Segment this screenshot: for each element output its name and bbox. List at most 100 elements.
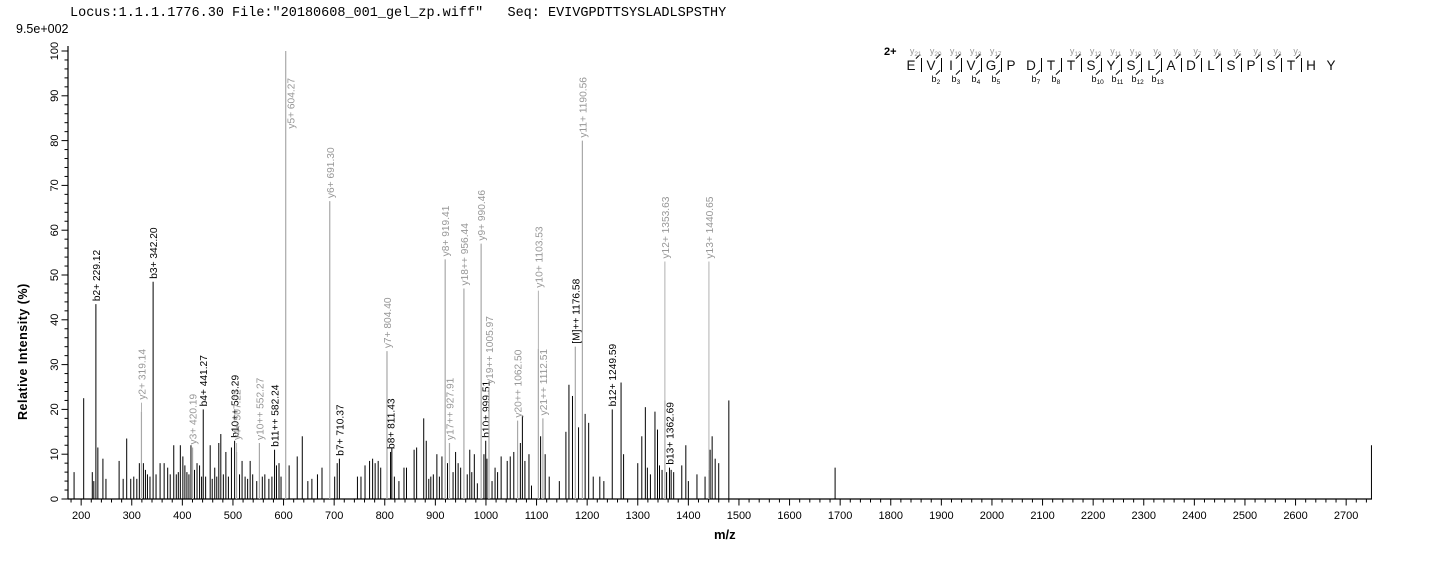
cleavage-site: y17 b5 [990,46,1005,86]
x-tick-label: 2600 [1283,510,1307,522]
peak-label: [M]++ 1176.58 [571,278,582,343]
residue-D: D [1026,58,1036,73]
y-tick-label: 30 [49,358,61,370]
y20-ion-label: y20 [929,46,942,58]
y10-ion-label: y10 [1129,46,1142,58]
peak-label: y5+ 604.27 [287,78,298,129]
peak-label: b3+ 342.20 [149,227,160,279]
y13-ion-label: y13 [1069,46,1082,58]
x-tick-label: 2100 [1030,510,1054,522]
x-tick-label: 1600 [777,510,801,522]
peak-label: y21++ 1112.51 [539,349,550,416]
peak-label: b8+ 811.43 [387,398,398,449]
cleavage-bar [1300,58,1302,72]
residue-E: E [906,58,916,73]
y-tick-label: 100 [49,42,61,60]
y17-ion-label: y17 [989,46,1002,58]
peak-label: y10+ 1103.53 [534,226,545,288]
y21-ion-label: y21 [909,46,922,58]
x-tick-label: 2500 [1233,510,1257,522]
residue-V: V [966,58,976,73]
peak-label: y9+ 990.46 [477,190,488,241]
y4-ion-label: y4 [1253,46,1262,58]
y-tick-label: 20 [49,403,61,415]
cleavage-site [1018,58,1025,73]
peak-label: y2+ 319.14 [137,349,148,400]
cleavage-site: y10 b12 [1130,46,1145,86]
cleavage-site: b7 [1032,58,1045,86]
peak-label: y10++ 552.27 [255,377,266,440]
peak-label: y20++ 1062.50 [514,349,525,417]
y6-ion-label: y6 [1213,46,1222,58]
cleavage-bar [1160,58,1162,72]
b11-ion-label: b11 [1111,74,1124,86]
precursor-charge-label: 2+ [884,46,897,58]
cleavage-bar [1140,58,1142,72]
cleavage-bar [1180,58,1182,72]
residue-P: P [1006,58,1016,73]
residue-H: H [1306,58,1316,73]
intensity-scale-label: 9.5e+002 [16,22,69,36]
peak-label: b11++ 582.24 [271,384,282,446]
residue-S: S [1226,58,1236,73]
x-tick-label: 2400 [1182,510,1206,522]
x-tick-label: 1700 [828,510,852,522]
b4-ion-label: b4 [971,74,981,86]
x-tick-label: 1200 [575,510,599,522]
cleavage-bar [1220,58,1222,72]
spectrum-header-line: Locus:1.1.1.1776.30 File:"20180608_001_g… [70,6,727,21]
x-tick-label: 400 [173,510,191,522]
peak-label: y19++ 1005.97 [485,316,496,384]
residue-T: T [1066,58,1076,73]
residue-L: L [1207,58,1215,73]
y-tick-label: 60 [49,224,61,236]
peak-label: b12+ 1249.59 [608,343,619,406]
peak-label: y12+ 1353.63 [661,196,672,258]
y-tick-label: 0 [49,496,61,502]
y2-ion-label: y2 [1293,46,1302,58]
y3-ion-label: y3 [1273,46,1282,58]
residue-Y: Y [1106,58,1116,73]
b12-ion-label: b12 [1131,74,1144,86]
cleavage-bar [1200,58,1202,72]
cleavage-site: y4 [1253,46,1265,73]
x-tick-label: 600 [274,510,292,522]
peak-label: b10+ 999.51 [482,380,493,437]
y-tick-label: 40 [49,314,61,326]
cleavage-site: y18 b4 [970,46,985,86]
b5-ion-label: b5 [991,74,1001,86]
cleavage-site: y21 [910,46,925,73]
x-tick-label: 900 [426,510,444,522]
residue-S: S [1266,58,1276,73]
cleavage-bar [1040,58,1042,72]
residue-G: G [985,58,997,73]
x-tick-label: 2300 [1132,510,1156,522]
x-tick-label: 700 [325,510,343,522]
y-tick-label: 50 [49,269,61,281]
y11-ion-label: y11 [1110,46,1122,58]
cleavage-site: y9 b13 [1152,46,1165,86]
x-axis-title: m/z [714,527,736,542]
cleavage-bar [960,58,962,72]
cleavage-site: y3 [1273,46,1285,73]
cleavage-site: y6 [1213,46,1225,73]
y-tick-label: 10 [49,448,61,460]
cleavage-bar [1260,58,1262,72]
y9-ion-label: y9 [1153,46,1162,58]
cleavage-bar [1080,58,1082,72]
b8-ion-label: b8 [1051,74,1061,86]
residue-D: D [1186,58,1196,73]
y18-ion-label: y18 [969,46,982,58]
x-tick-label: 1000 [474,510,498,522]
y-tick-label: 80 [49,134,61,146]
cleavage-site: y7 [1193,46,1205,73]
peak-label: y18++ 956.44 [460,223,471,286]
cleavage-bar [1000,58,1002,72]
cleavage-site: y5 [1233,46,1245,73]
b3-ion-label: b3 [951,74,961,86]
x-tick-label: 1300 [626,510,650,522]
cleavage-site: y13 [1070,46,1085,73]
residue-A: A [1166,58,1176,73]
